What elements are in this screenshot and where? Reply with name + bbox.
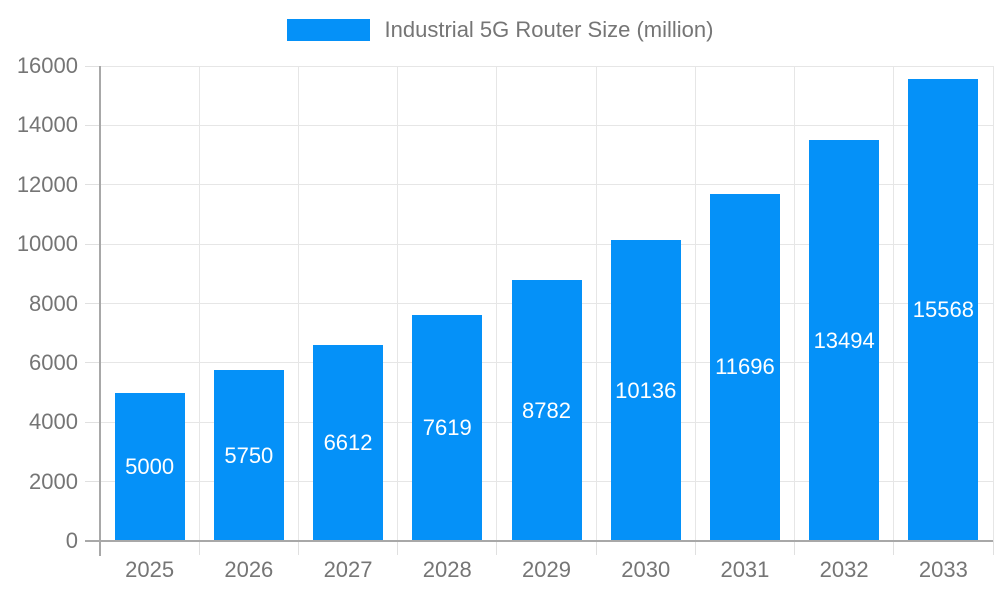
bar[interactable]: 5000 — [114, 392, 185, 541]
y-axis-label: 10000 — [16, 231, 78, 257]
x-axis-tick — [297, 541, 299, 555]
bar-value-label: 5750 — [224, 442, 274, 468]
h-gridline — [100, 65, 993, 67]
legend-label: Industrial 5G Router Size (million) — [384, 17, 714, 42]
x-axis-line — [85, 540, 993, 542]
bar-value-label: 8782 — [522, 397, 571, 423]
x-axis-tick — [595, 541, 597, 555]
x-axis-label: 2033 — [918, 557, 968, 582]
y-axis-label: 8000 — [29, 290, 78, 316]
bar-value-label: 10136 — [615, 377, 677, 403]
x-axis-label: 2031 — [720, 557, 770, 582]
y-axis-label: 6000 — [29, 349, 78, 375]
bar-value-label: 15568 — [912, 296, 974, 322]
h-gridline — [100, 243, 993, 245]
plot-area: 5000 5750 6612 7619 8782 10136 11696 13494 15568 — [85, 65, 994, 556]
y-axis-label: 0 — [65, 528, 78, 553]
y-axis-label: 14000 — [16, 112, 78, 138]
bar-value-label: 11696 — [715, 354, 775, 380]
v-gridline — [794, 66, 796, 541]
y-axis-tick — [85, 243, 100, 245]
v-gridline — [198, 66, 200, 541]
x-axis-label: 2032 — [819, 557, 869, 582]
h-gridline — [100, 124, 993, 126]
legend-swatch — [286, 19, 370, 41]
bar-value-label: 13494 — [813, 327, 875, 353]
v-gridline — [992, 66, 994, 541]
y-axis-label: 4000 — [29, 409, 78, 435]
bar[interactable]: 5750 — [213, 370, 284, 541]
y-axis-tick — [85, 421, 100, 423]
y-axis-tick — [85, 184, 100, 186]
bar[interactable]: 11696 — [709, 193, 780, 541]
v-gridline — [397, 66, 399, 541]
bar[interactable]: 10136 — [610, 240, 681, 541]
chart-legend[interactable]: Industrial 5G Router Size (million) — [0, 12, 1000, 48]
y-axis-tick — [85, 303, 100, 304]
y-axis-tick — [85, 124, 100, 126]
y-axis-tick — [85, 481, 100, 483]
x-axis-label: 2026 — [224, 557, 274, 582]
y-axis-tick — [85, 65, 100, 67]
x-axis-label: 2028 — [422, 557, 472, 582]
y-axis-label: 12000 — [16, 171, 78, 197]
x-axis-tick — [496, 541, 498, 555]
y-axis-line — [99, 66, 101, 556]
bar[interactable]: 7619 — [412, 314, 483, 541]
x-axis-label: 2027 — [323, 557, 373, 582]
bar-value-label: 5000 — [125, 453, 175, 479]
v-gridline — [496, 66, 498, 541]
x-axis-tick — [198, 541, 200, 555]
x-axis-label: 2029 — [522, 557, 571, 582]
v-gridline — [694, 66, 696, 541]
x-axis-tick — [893, 541, 895, 555]
v-gridline — [297, 66, 299, 541]
x-axis-label: 2025 — [125, 557, 175, 582]
bar[interactable]: 15568 — [908, 78, 979, 541]
x-axis-tick — [992, 541, 994, 555]
bar[interactable]: 8782 — [511, 280, 582, 541]
bar-value-label: 6612 — [323, 429, 373, 455]
x-axis-tick — [694, 541, 696, 555]
bar[interactable]: 6612 — [313, 344, 384, 541]
y-axis-label: 2000 — [29, 468, 78, 494]
v-gridline — [595, 66, 597, 541]
v-gridline — [893, 66, 895, 541]
x-axis-tick — [397, 541, 399, 555]
y-axis-label: 16000 — [16, 53, 78, 78]
x-axis-label: 2030 — [621, 557, 671, 582]
y-axis-tick — [85, 362, 100, 364]
bar-value-label: 7619 — [422, 414, 472, 440]
h-gridline — [100, 184, 993, 186]
bar[interactable]: 13494 — [809, 140, 880, 541]
x-axis-tick — [794, 541, 796, 555]
